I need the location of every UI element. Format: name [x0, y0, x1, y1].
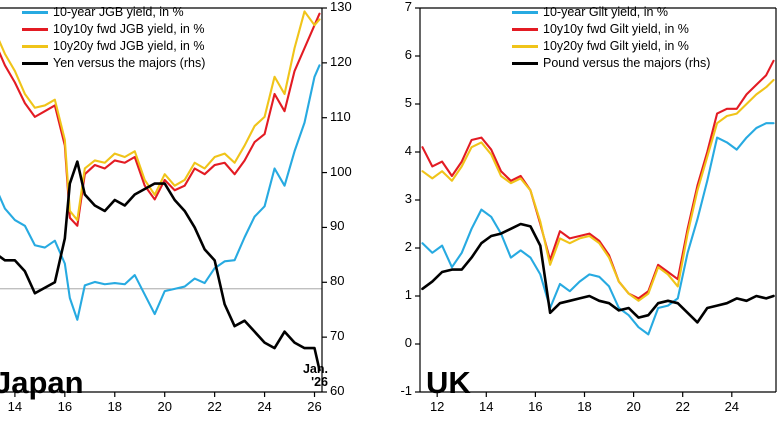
legend-swatch-10y20y-gilt [512, 45, 538, 48]
legend-label: 10y10y fwd Gilt yield, in % [543, 22, 689, 37]
x-tick-label: 14 [7, 399, 23, 414]
japan-annotation-line2: '26 [311, 375, 328, 390]
y-tick-label: 90 [330, 218, 345, 234]
panel-title-japan: Japan [0, 365, 84, 400]
panel-title-uk: UK [426, 365, 471, 400]
y-tick-label: 130 [330, 0, 352, 14]
legend-item: 10y20y fwd JGB yield, in % [22, 38, 205, 55]
y-tick-label: 110 [330, 108, 351, 124]
legend-swatch-yen [22, 61, 48, 66]
legend-label: 10-year Gilt yield, in % [543, 5, 669, 20]
legend-swatch-10y10y-jgb [22, 28, 48, 31]
legend-label: Yen versus the majors (rhs) [53, 56, 206, 71]
legend-item: Pound versus the majors (rhs) [512, 55, 710, 72]
legend-swatch-10y10y-gilt [512, 28, 538, 31]
uk-legend: 10-year Gilt yield, in % 10y10y fwd Gilt… [512, 4, 710, 72]
uk-plot-svg [415, 7, 777, 397]
y-tick-label: 5 [404, 95, 412, 110]
y-tick-label: 100 [330, 163, 352, 179]
x-tick-label: 24 [724, 399, 740, 414]
legend-label: 10-year JGB yield, in % [53, 5, 184, 20]
panel-japan: 10-year JGB yield, in % 10y10y fwd JGB y… [0, 0, 352, 414]
x-tick-label: 18 [577, 399, 592, 414]
japan-annotation: Jan. '26 [232, 362, 328, 390]
x-tick-label: 22 [675, 399, 690, 414]
x-tick-label: 22 [207, 399, 222, 414]
y-tick-label: 2 [404, 239, 412, 254]
legend-label: 10y10y fwd JGB yield, in % [53, 22, 205, 37]
y-tick-label: 1 [404, 287, 412, 302]
legend-item: 10y20y fwd Gilt yield, in % [512, 38, 710, 55]
legend-swatch-10y-gilt [512, 11, 538, 14]
y-tick-label: 3 [404, 191, 412, 206]
x-tick-label: 18 [107, 399, 122, 414]
legend-item: 10y10y fwd JGB yield, in % [22, 21, 205, 38]
legend-item: Yen versus the majors (rhs) [22, 55, 205, 72]
y-tick-label: 0 [404, 335, 412, 350]
x-tick-label: 12 [429, 399, 445, 414]
japan-legend: 10-year JGB yield, in % 10y10y fwd JGB y… [22, 4, 205, 72]
x-tick-label: 20 [157, 399, 172, 414]
legend-swatch-10y20y-jgb [22, 45, 48, 48]
y-tick-label: -1 [400, 383, 412, 398]
y-tick-label: 80 [330, 273, 345, 289]
legend-item: 10-year Gilt yield, in % [512, 4, 710, 21]
x-tick-label: 26 [307, 399, 322, 414]
x-tick-label: 14 [479, 399, 494, 414]
legend-item: 10y10y fwd Gilt yield, in % [512, 21, 710, 38]
x-tick-label: 24 [257, 399, 272, 414]
panel-uk: 10-year Gilt yield, in % 10y10y fwd Gilt… [390, 0, 780, 440]
x-tick-label: 16 [528, 399, 543, 414]
legend-label: Pound versus the majors (rhs) [543, 56, 711, 71]
y-tick-label: 70 [330, 328, 345, 344]
x-tick-label: 16 [57, 399, 73, 414]
legend-swatch-pound [512, 61, 538, 66]
y-tick-label: 7 [404, 0, 412, 14]
legend-label: 10y20y fwd JGB yield, in % [53, 39, 205, 54]
japan-plot-svg [0, 7, 327, 397]
japan-annotation-line1: Jan. [302, 362, 328, 376]
legend-swatch-10y-jgb [22, 11, 48, 14]
legend-item: 10-year JGB yield, in % [22, 4, 205, 21]
y-tick-label: 4 [404, 143, 412, 158]
y-tick-label: 120 [330, 53, 352, 69]
y-tick-label: 6 [404, 47, 412, 62]
x-tick-label: 20 [626, 399, 641, 414]
y-tick-label: 60 [330, 383, 345, 398]
legend-label: 10y20y fwd Gilt yield, in % [543, 39, 689, 54]
